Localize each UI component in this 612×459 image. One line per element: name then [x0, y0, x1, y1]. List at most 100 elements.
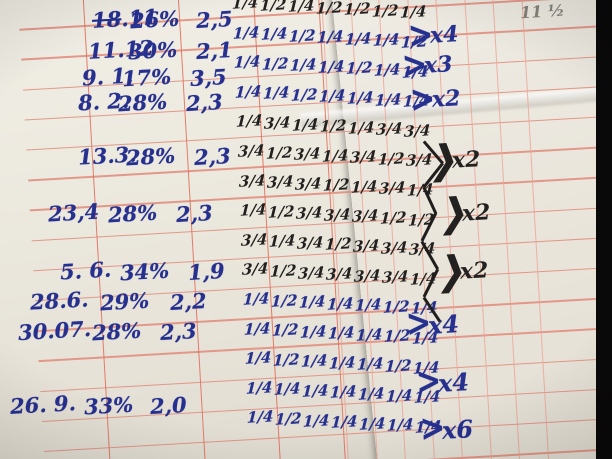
- fraction-cell: 1/4: [327, 323, 355, 344]
- fraction-cell: 1/2: [379, 208, 407, 228]
- table-cell-value: 2,5: [195, 5, 234, 34]
- fraction-cell: 1/2: [275, 409, 303, 429]
- fraction-cell: 1/2: [269, 261, 297, 281]
- fraction-cell: 1/4: [299, 321, 327, 342]
- fraction-cell: 1/4: [387, 415, 415, 435]
- multiplier-label: x2: [431, 85, 462, 113]
- pencil-note: 11 ½: [519, 0, 566, 23]
- fraction-cell: 1/2: [272, 349, 300, 370]
- bracket-mark: >: [404, 300, 433, 347]
- fraction-cell: 3/4: [237, 141, 265, 161]
- multiplier-label: x4: [437, 367, 470, 398]
- fraction-cell: 1/2: [259, 0, 287, 15]
- fraction-cell: 1/4: [301, 381, 330, 401]
- fraction-cell: 1/2: [270, 290, 298, 311]
- fraction-cell: 3/4: [380, 237, 408, 258]
- fraction-cell: 1/4: [316, 27, 344, 48]
- grid-column-line: [517, 0, 550, 459]
- fraction-cell: 1/4: [303, 410, 331, 431]
- fraction-cell: 3/4: [241, 259, 269, 280]
- fraction-cell: 1/2: [271, 320, 299, 340]
- fraction-cell: 3/4: [297, 262, 325, 283]
- fraction-cell: 1/4: [232, 22, 260, 43]
- table-cell-percent: 34%: [119, 257, 170, 286]
- fraction-cell: 1/4: [346, 88, 375, 108]
- fraction-cell: 1/4: [373, 60, 401, 80]
- fraction-cell: 3/4: [266, 172, 294, 192]
- fraction-cell: 1/2: [261, 53, 289, 74]
- table-cell-value: 2,3: [185, 88, 224, 117]
- fraction-cell: 1/4: [292, 114, 320, 135]
- bracket-mark: >: [414, 358, 443, 405]
- fraction-cell: 1/4: [329, 382, 358, 403]
- bracket-mark: ❯: [438, 190, 467, 237]
- table-cell-value: 2,3: [159, 317, 198, 346]
- multiplier-label: x2: [459, 257, 490, 285]
- table-cell-value: 3,5: [189, 63, 228, 92]
- table-cell-percent: 28%: [107, 199, 158, 228]
- table-cell-percent: 33%: [83, 391, 134, 420]
- fraction-cell: 3/4: [404, 120, 432, 141]
- fraction-cell: 1/4: [268, 231, 296, 252]
- fraction-cell: 3/4: [352, 236, 380, 256]
- fraction-cell: 1/4: [321, 145, 349, 166]
- table-cell-value: 2,0: [149, 391, 188, 420]
- fraction-cell: 1/4: [234, 81, 263, 102]
- table-cell-date: 26. 9.: [9, 390, 77, 419]
- fraction-cell: 3/4: [323, 205, 351, 225]
- fraction-cell: 1/2: [267, 201, 295, 222]
- fraction-cell: 3/4: [240, 229, 268, 250]
- table-cell-percent: 28%: [117, 88, 168, 117]
- fraction-cell: 1/4: [355, 324, 383, 345]
- multiplier-label: x2: [451, 146, 482, 174]
- fraction-cell: 1/4: [318, 86, 347, 107]
- grid-column-line: [488, 0, 522, 459]
- table-cell-percent: 26%: [129, 5, 180, 34]
- table-cell-date: 28.6.: [29, 286, 90, 315]
- fraction-cell: 1/4: [331, 412, 359, 432]
- fraction-cell: 1/4: [243, 318, 271, 339]
- fraction-cell: 1/2: [324, 234, 352, 255]
- fraction-cell: 1/4: [262, 83, 291, 104]
- table-cell-value: 2,3: [175, 199, 214, 228]
- fraction-cell: 1/4: [239, 200, 267, 220]
- fraction-cell: 1/4: [231, 0, 259, 13]
- table-cell-date: 30.07.: [17, 315, 92, 346]
- fraction-cell: 1/4: [385, 385, 414, 406]
- table-cell-percent: 30%: [127, 36, 178, 65]
- fraction-cell: 1/4: [328, 353, 356, 373]
- fraction-cell: 1/2: [343, 0, 371, 19]
- fraction-cell: 1/2: [315, 0, 343, 18]
- fraction-cell: 1/4: [289, 55, 317, 76]
- fraction-cell: 1/4: [357, 384, 386, 404]
- multiplier-label: x2: [461, 199, 492, 227]
- bracket-mark: >: [418, 405, 447, 452]
- table-cell-value: 2,3: [193, 142, 232, 171]
- table-cell-value: 2,1: [195, 36, 234, 65]
- fraction-cell: 1/4: [356, 354, 384, 375]
- fraction-cell: 1/2: [377, 148, 405, 169]
- fraction-cell: 1/2: [345, 58, 373, 79]
- fraction-cell: 1/4: [244, 348, 272, 368]
- bracket-mark: ❯: [436, 248, 465, 295]
- fraction-cell: 3/4: [381, 267, 409, 287]
- table-cell-date: 23,4: [47, 198, 100, 227]
- fraction-cell: 1/4: [242, 289, 270, 309]
- fraction-cell: 3/4: [264, 113, 292, 133]
- fraction-cell: 1/2: [288, 25, 316, 46]
- table-cell-percent: 29%: [99, 287, 150, 316]
- table-cell-value: 1,9: [187, 257, 226, 286]
- fraction-cell: 3/4: [376, 119, 404, 139]
- fraction-cell: 1/4: [344, 28, 372, 49]
- fraction-cell: 1/4: [350, 176, 378, 197]
- fraction-cell: 1/4: [287, 0, 315, 16]
- fraction-cell: 3/4: [378, 178, 406, 199]
- fraction-cell: 1/2: [384, 356, 412, 376]
- fraction-cell: 1/4: [260, 24, 288, 44]
- multiplier-label: x6: [441, 414, 474, 445]
- fraction-cell: 3/4: [405, 150, 433, 171]
- fraction-cell: 1/4: [317, 57, 345, 77]
- fraction-cell: 3/4: [238, 170, 266, 191]
- fraction-cell: 1/2: [265, 142, 293, 163]
